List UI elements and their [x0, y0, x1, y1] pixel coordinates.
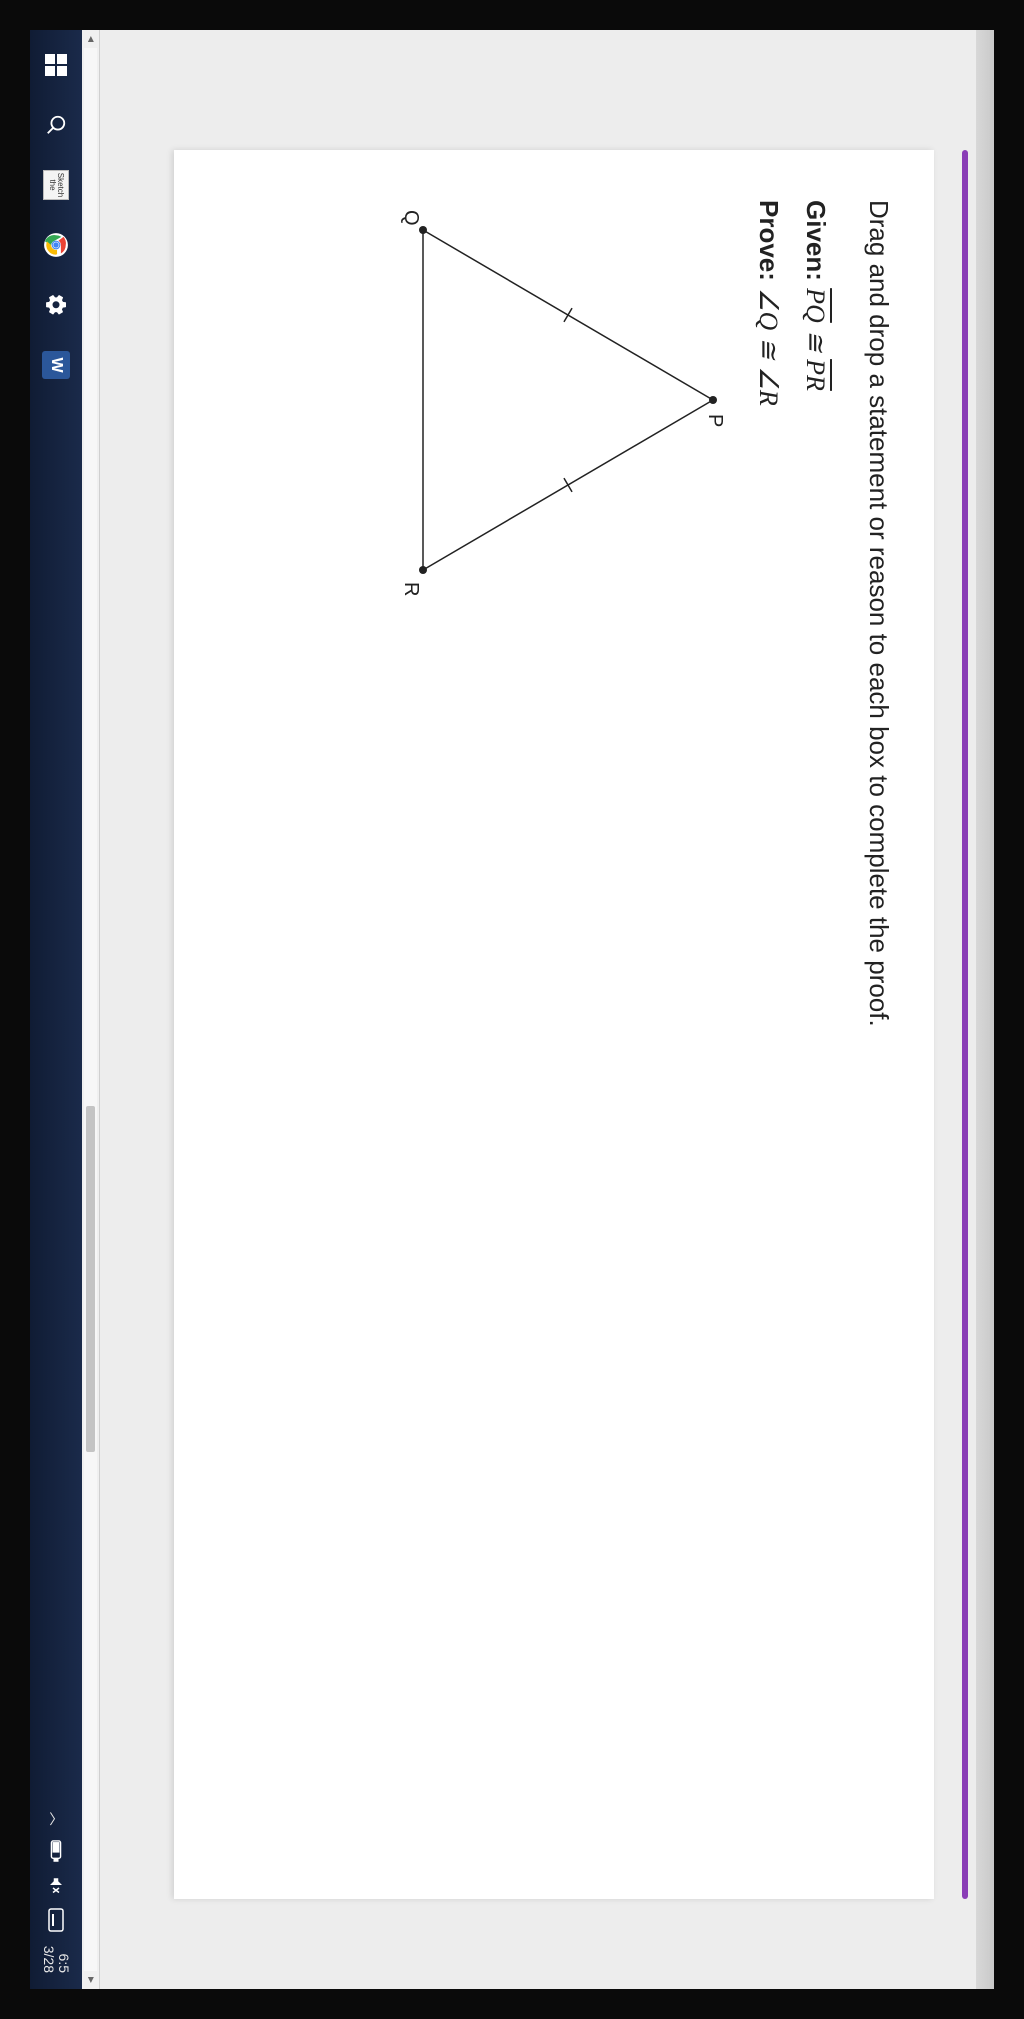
scroll-right-icon[interactable]: ► — [82, 1971, 99, 1989]
keyboard-icon[interactable] — [48, 1908, 64, 1932]
question-card: Drag and drop a statement or reason to e… — [174, 150, 934, 1899]
volume-icon[interactable] — [47, 1876, 65, 1894]
taskbar-app-sketch[interactable]: Sketch the — [34, 156, 78, 214]
scrollbar-thumb[interactable] — [86, 1106, 95, 1452]
tray-time: 6:5 — [56, 1954, 72, 1973]
screen: Drag and drop a statement or reason to e… — [30, 30, 994, 1989]
given-line: Given: PQ ≅ PR — [800, 200, 831, 1849]
svg-text:Q: Q — [400, 210, 422, 226]
page-accent-bar — [962, 150, 968, 1899]
windows-logo-icon — [45, 54, 67, 76]
scrollbar-track[interactable] — [84, 48, 97, 1971]
battery-icon[interactable] — [49, 1840, 63, 1862]
browser-top-strip — [976, 30, 994, 1989]
prove-line: Prove: ∠Q ≅ ∠R — [753, 200, 784, 1849]
gear-icon — [44, 293, 68, 317]
tray-overflow-icon[interactable]: ︿ — [46, 1812, 66, 1826]
app-thumb-icon: Sketch the — [43, 170, 69, 200]
windows-taskbar: Sketch the — [30, 30, 82, 1989]
horizontal-scrollbar[interactable]: ◄ ► — [82, 30, 100, 1989]
scroll-left-icon[interactable]: ◄ — [82, 30, 99, 48]
word-icon: W — [42, 351, 70, 379]
triangle-svg: P Q R — [383, 210, 723, 610]
system-tray[interactable]: ︿ — [41, 1812, 72, 1983]
rotated-viewport: Drag and drop a statement or reason to e… — [0, 0, 1024, 2019]
prove-label: Prove: — [754, 200, 784, 281]
start-button[interactable] — [34, 36, 78, 94]
given-segment-2: PR — [801, 359, 830, 391]
given-label: Given: — [801, 200, 831, 281]
chrome-icon — [43, 232, 69, 258]
prove-relation: ≅ — [754, 337, 783, 359]
prove-angle-1: ∠Q — [754, 288, 783, 330]
taskbar-app-word[interactable]: W — [34, 336, 78, 394]
tray-date: 3/28 — [41, 1946, 57, 1973]
prove-angle-2: ∠R — [754, 367, 783, 406]
instruction-text: Drag and drop a statement or reason to e… — [863, 200, 894, 1849]
svg-text:R: R — [400, 582, 422, 596]
triangle-diagram: P Q R — [378, 210, 723, 1849]
taskbar-app-settings[interactable] — [34, 276, 78, 334]
given-segment-1: PQ — [801, 288, 830, 323]
given-relation: ≅ — [801, 330, 830, 352]
svg-text:P: P — [704, 414, 723, 427]
taskbar-app-chrome[interactable] — [34, 216, 78, 274]
tray-clock[interactable]: 6:5 3/28 — [41, 1946, 72, 1973]
browser-content-area: Drag and drop a statement or reason to e… — [82, 30, 994, 1989]
search-icon — [45, 114, 67, 136]
search-button[interactable] — [34, 96, 78, 154]
